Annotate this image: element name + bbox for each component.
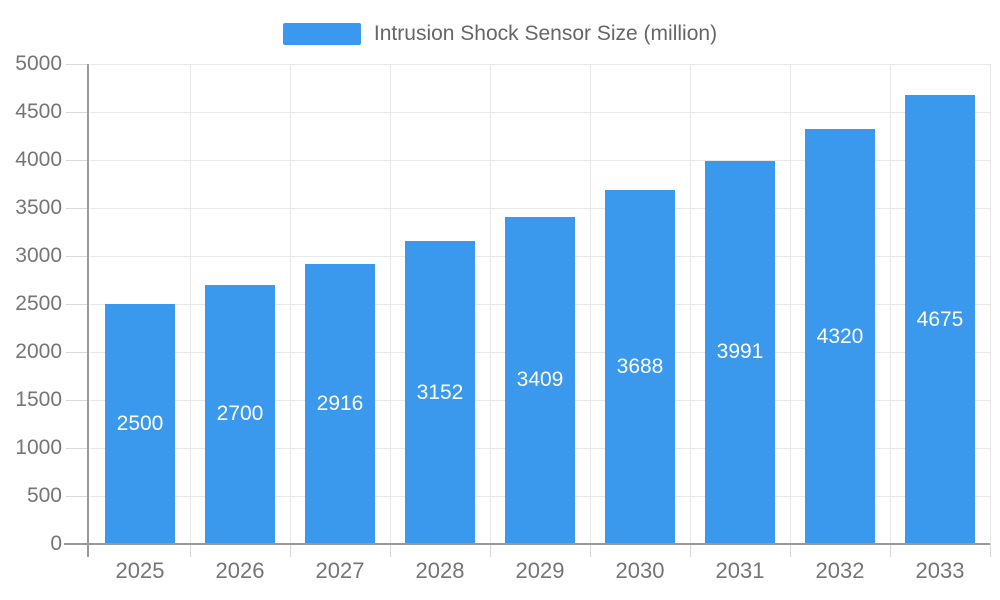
bar-value-label: 3688	[616, 354, 664, 378]
x-axis-tick-mark	[989, 544, 991, 557]
gridline-horizontal	[90, 159, 990, 161]
y-axis-tick-mark	[66, 303, 88, 305]
x-axis-tick-label: 2032	[815, 558, 865, 583]
y-axis-line	[87, 64, 89, 557]
y-axis-tick-label: 3500	[15, 196, 62, 219]
y-axis-tick-label: 500	[26, 484, 62, 507]
x-axis-tick-mark	[289, 544, 291, 557]
bar-value-label: 3409	[516, 368, 564, 392]
gridline-vertical	[289, 64, 291, 544]
y-axis-tick-mark	[66, 111, 88, 113]
gridline-horizontal	[90, 111, 990, 113]
bar-2028[interactable]: 3152	[405, 241, 475, 544]
gridline-horizontal	[90, 63, 990, 65]
legend-bar: Intrusion Shock Sensor Size (million)	[0, 21, 1000, 50]
gridline-vertical	[189, 64, 191, 544]
y-axis-tick-mark	[66, 255, 88, 257]
bar-2032[interactable]: 4320	[805, 129, 875, 544]
x-axis-tick-mark	[789, 544, 791, 557]
x-axis-tick-label: 2029	[515, 558, 565, 583]
gridline-vertical	[389, 64, 391, 544]
bar-2031[interactable]: 3991	[705, 160, 775, 544]
x-axis-tick-label: 2025	[115, 558, 165, 583]
legend-color-swatch	[282, 23, 361, 45]
gridline-vertical	[889, 64, 891, 544]
bar-value-label: 3991	[716, 340, 764, 364]
x-axis-tick-mark	[389, 544, 391, 557]
y-axis-tick-label: 5000	[15, 52, 62, 75]
y-axis-tick-mark	[66, 495, 88, 497]
bar-value-label: 4320	[816, 324, 864, 348]
y-axis-tick-label: 1500	[15, 388, 62, 411]
bar-value-label: 4675	[916, 307, 964, 331]
gridline-vertical	[489, 64, 491, 544]
bar-value-label: 3152	[416, 380, 464, 404]
gridline-vertical	[789, 64, 791, 544]
bar-2026[interactable]: 2700	[205, 284, 275, 544]
x-axis-line	[64, 543, 990, 545]
y-axis-tick-mark	[66, 159, 88, 161]
x-axis-tick-mark	[689, 544, 691, 557]
x-axis-tick-mark	[889, 544, 891, 557]
bar-value-label: 2500	[116, 412, 164, 435]
x-axis-tick-label: 2033	[915, 558, 965, 583]
x-axis-tick-label: 2030	[615, 558, 665, 583]
gridline-vertical	[689, 64, 691, 544]
bar-2030[interactable]: 3688	[605, 189, 675, 544]
bar-2025[interactable]: 2500	[105, 304, 175, 544]
bar-2027[interactable]: 2916	[305, 264, 375, 544]
x-axis-tick-label: 2031	[715, 558, 765, 583]
bar-2033[interactable]: 4675	[905, 95, 975, 544]
bar-value-label: 2916	[316, 392, 364, 416]
x-axis-tick-label: 2026	[215, 558, 265, 583]
bar-value-label: 2700	[216, 402, 264, 426]
y-axis-tick-mark	[66, 63, 88, 65]
y-axis-tick-mark	[66, 351, 88, 353]
bar-2029[interactable]: 3409	[505, 216, 575, 544]
y-axis-tick-label: 2000	[15, 340, 62, 363]
y-axis-tick-label: 0	[50, 532, 62, 555]
y-axis-tick-label: 2500	[15, 292, 62, 315]
x-axis-tick-mark	[489, 544, 491, 557]
y-axis-tick-mark	[66, 447, 88, 449]
legend-label: Intrusion Shock Sensor Size (million)	[373, 22, 718, 45]
y-axis-tick-label: 3000	[15, 244, 62, 267]
y-axis-tick-label: 1000	[15, 436, 62, 459]
gridline-horizontal	[90, 207, 990, 209]
y-axis-tick-mark	[66, 399, 88, 401]
y-axis-tick-label: 4000	[15, 148, 62, 171]
y-axis-tick-label: 4500	[15, 100, 62, 123]
x-axis-tick-mark	[189, 544, 191, 557]
x-axis-tick-mark	[589, 544, 591, 557]
gridline-vertical	[989, 64, 991, 544]
legend-item-series-1[interactable]: Intrusion Shock Sensor Size (million)	[282, 21, 718, 47]
x-axis-tick-label: 2027	[315, 558, 365, 583]
gridline-vertical	[589, 64, 591, 544]
y-axis-tick-mark	[66, 207, 88, 209]
x-axis-tick-label: 2028	[415, 558, 465, 583]
